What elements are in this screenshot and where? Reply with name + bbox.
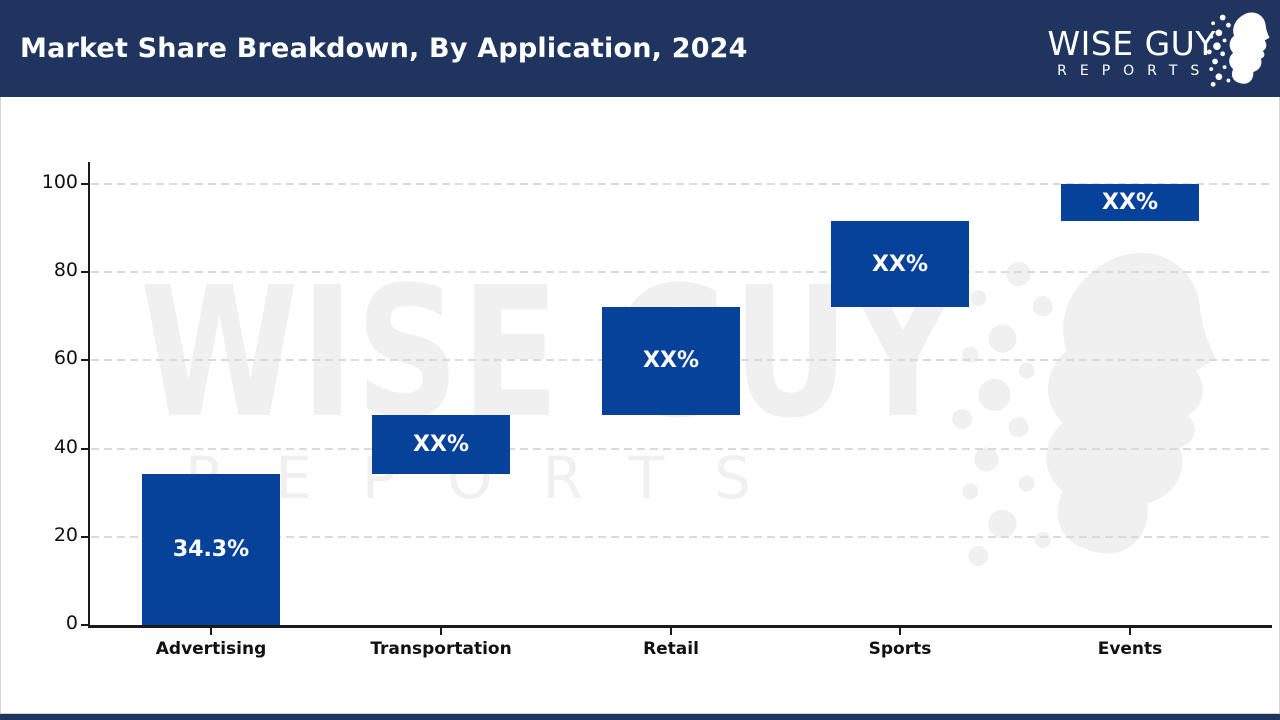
- x-category-label: Transportation: [370, 639, 512, 659]
- x-category-label: Advertising: [155, 639, 267, 659]
- header-band: Market Share Breakdown, By Application, …: [0, 0, 1280, 97]
- bar-value-label: XX%: [1102, 190, 1158, 216]
- y-tick-label: 60: [53, 347, 78, 370]
- x-tick-mark: [210, 628, 212, 635]
- footer-bar: [0, 714, 1280, 720]
- bar-value-label: XX%: [872, 251, 928, 277]
- wiseguy-logo: WISE GUY REPORTS: [1047, 8, 1274, 92]
- logo-wordmark-sub: REPORTS: [1057, 62, 1213, 79]
- y-tick-label: 80: [53, 259, 78, 282]
- x-tick-mark: [670, 628, 672, 635]
- logo-wordmark: WISE GUY REPORTS: [1047, 27, 1216, 79]
- bar-retail: XX%: [602, 307, 740, 415]
- bar-value-label: 34.3%: [172, 536, 250, 562]
- y-axis-spine: [88, 162, 90, 627]
- y-tick-label: 40: [53, 435, 78, 458]
- gridline-100: [91, 183, 1270, 185]
- x-category-label: Sports: [868, 639, 932, 659]
- bar-events: XX%: [1061, 184, 1199, 222]
- chart-title: Market Share Breakdown, By Application, …: [20, 33, 748, 64]
- y-tick-mark: [81, 271, 89, 274]
- bar-transportation: XX%: [372, 414, 510, 474]
- x-category-label: Events: [1097, 639, 1163, 659]
- logo-face-icon: [1206, 12, 1270, 87]
- y-tick-label: 100: [41, 171, 78, 193]
- y-tick-mark: [81, 183, 89, 185]
- x-tick-mark: [899, 628, 901, 635]
- y-tick-label: 20: [53, 523, 78, 546]
- gridline-20: [91, 535, 1270, 538]
- x-tick-mark: [440, 628, 442, 635]
- gridline-80: [91, 271, 1270, 274]
- logo-wordmark-main: WISE GUY: [1047, 24, 1216, 64]
- bar-value-label: XX%: [413, 431, 469, 457]
- x-tick-mark: [1129, 628, 1131, 635]
- x-category-label: Retail: [643, 639, 699, 659]
- x-axis-spine: [88, 625, 1272, 628]
- gridline-40: [91, 447, 1270, 450]
- bar-sports: XX%: [831, 221, 969, 308]
- y-tick-mark: [81, 535, 89, 538]
- watermark-face-icon: [952, 252, 1216, 567]
- y-tick-mark: [81, 359, 89, 362]
- watermark-text-main: WISE GUY: [140, 249, 957, 458]
- bar-advertising: 34.3%: [142, 473, 280, 625]
- y-tick-label: 0: [65, 612, 78, 634]
- y-tick-mark: [81, 447, 89, 450]
- y-tick-mark: [81, 624, 89, 626]
- bar-value-label: XX%: [643, 348, 699, 374]
